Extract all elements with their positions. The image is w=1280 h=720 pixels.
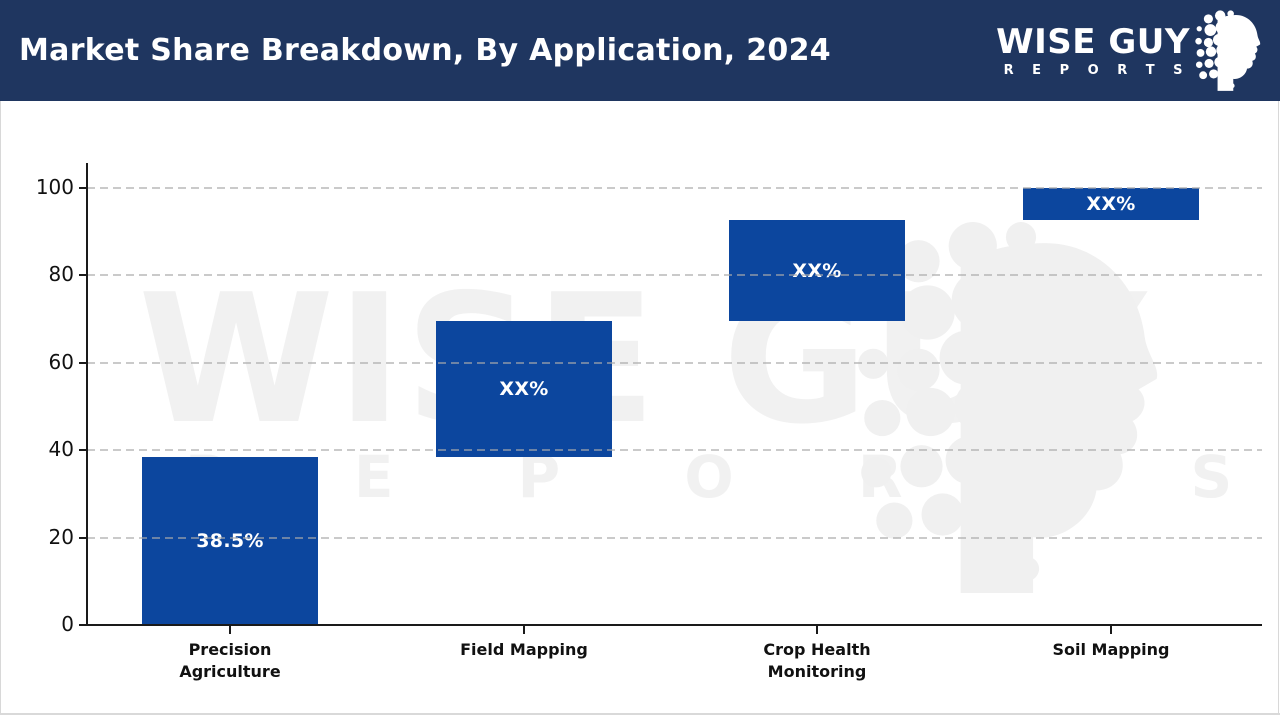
y-tick-mark <box>79 536 86 539</box>
bar-value-label: XX% <box>499 377 549 400</box>
page-border-left <box>0 101 1 714</box>
x-category-label: Crop Health Monitoring <box>763 640 871 681</box>
gridline-80 <box>87 274 1262 276</box>
logo-subtitle: R E P O R T S <box>1003 62 1190 78</box>
bar-field-mapping: XX% <box>436 320 612 457</box>
logo-wordmark: WISE GUY <box>996 21 1190 62</box>
bar-crop-health-monitoring: XX% <box>729 220 905 321</box>
x-tick-mark <box>816 626 818 634</box>
gridline-100 <box>87 186 1262 189</box>
wiseguy-logo: WISE GUY R E P O R T S <box>996 8 1266 94</box>
bottom-divider <box>0 713 1280 715</box>
y-axis-line <box>86 163 88 625</box>
chart-area: WISE GUY R E P O R T S 0 20 40 60 80 100 38.5%… <box>0 101 1280 720</box>
plot-area: 0 20 40 60 80 100 38.5% Precision Agriculture XX… <box>0 101 1280 720</box>
wiseguy-face-icon <box>1195 9 1261 91</box>
y-tick-mark <box>79 449 86 451</box>
gridline-40 <box>87 449 1262 451</box>
y-tick-label: 100 <box>35 174 74 199</box>
y-tick-label: 60 <box>48 349 74 374</box>
x-tick-mark <box>1110 626 1112 634</box>
y-tick-mark <box>79 186 86 189</box>
x-category-label: Field Mapping <box>460 640 588 659</box>
y-tick-label: 80 <box>48 262 74 286</box>
bar-value-label: XX% <box>792 259 842 282</box>
x-category-label: Precision Agriculture <box>179 640 281 681</box>
y-tick-label: 0 <box>61 612 74 636</box>
y-tick-mark <box>79 624 86 626</box>
header: Market Share Breakdown, By Application, … <box>0 0 1280 101</box>
bar-value-label: 38.5% <box>196 529 264 552</box>
gridline-60 <box>87 361 1262 364</box>
y-tick-mark <box>79 274 86 276</box>
x-category-label: Soil Mapping <box>1052 640 1170 659</box>
x-axis-line <box>86 624 1262 626</box>
gridline-20 <box>87 536 1262 539</box>
x-tick-mark <box>229 626 231 634</box>
bar-value-label: XX% <box>1086 192 1136 215</box>
bar-soil-mapping: XX% <box>1023 187 1199 221</box>
chart-title: Market Share Breakdown, By Application, … <box>19 33 831 68</box>
y-tick-label: 20 <box>48 524 74 549</box>
y-tick-mark <box>79 361 86 364</box>
bar-precision-agriculture: 38.5% <box>142 456 318 625</box>
y-tick-label: 40 <box>48 437 74 461</box>
logo-text: WISE GUY R E P O R T S <box>996 25 1190 77</box>
page-border-right <box>1278 101 1279 714</box>
x-tick-mark <box>523 626 525 634</box>
